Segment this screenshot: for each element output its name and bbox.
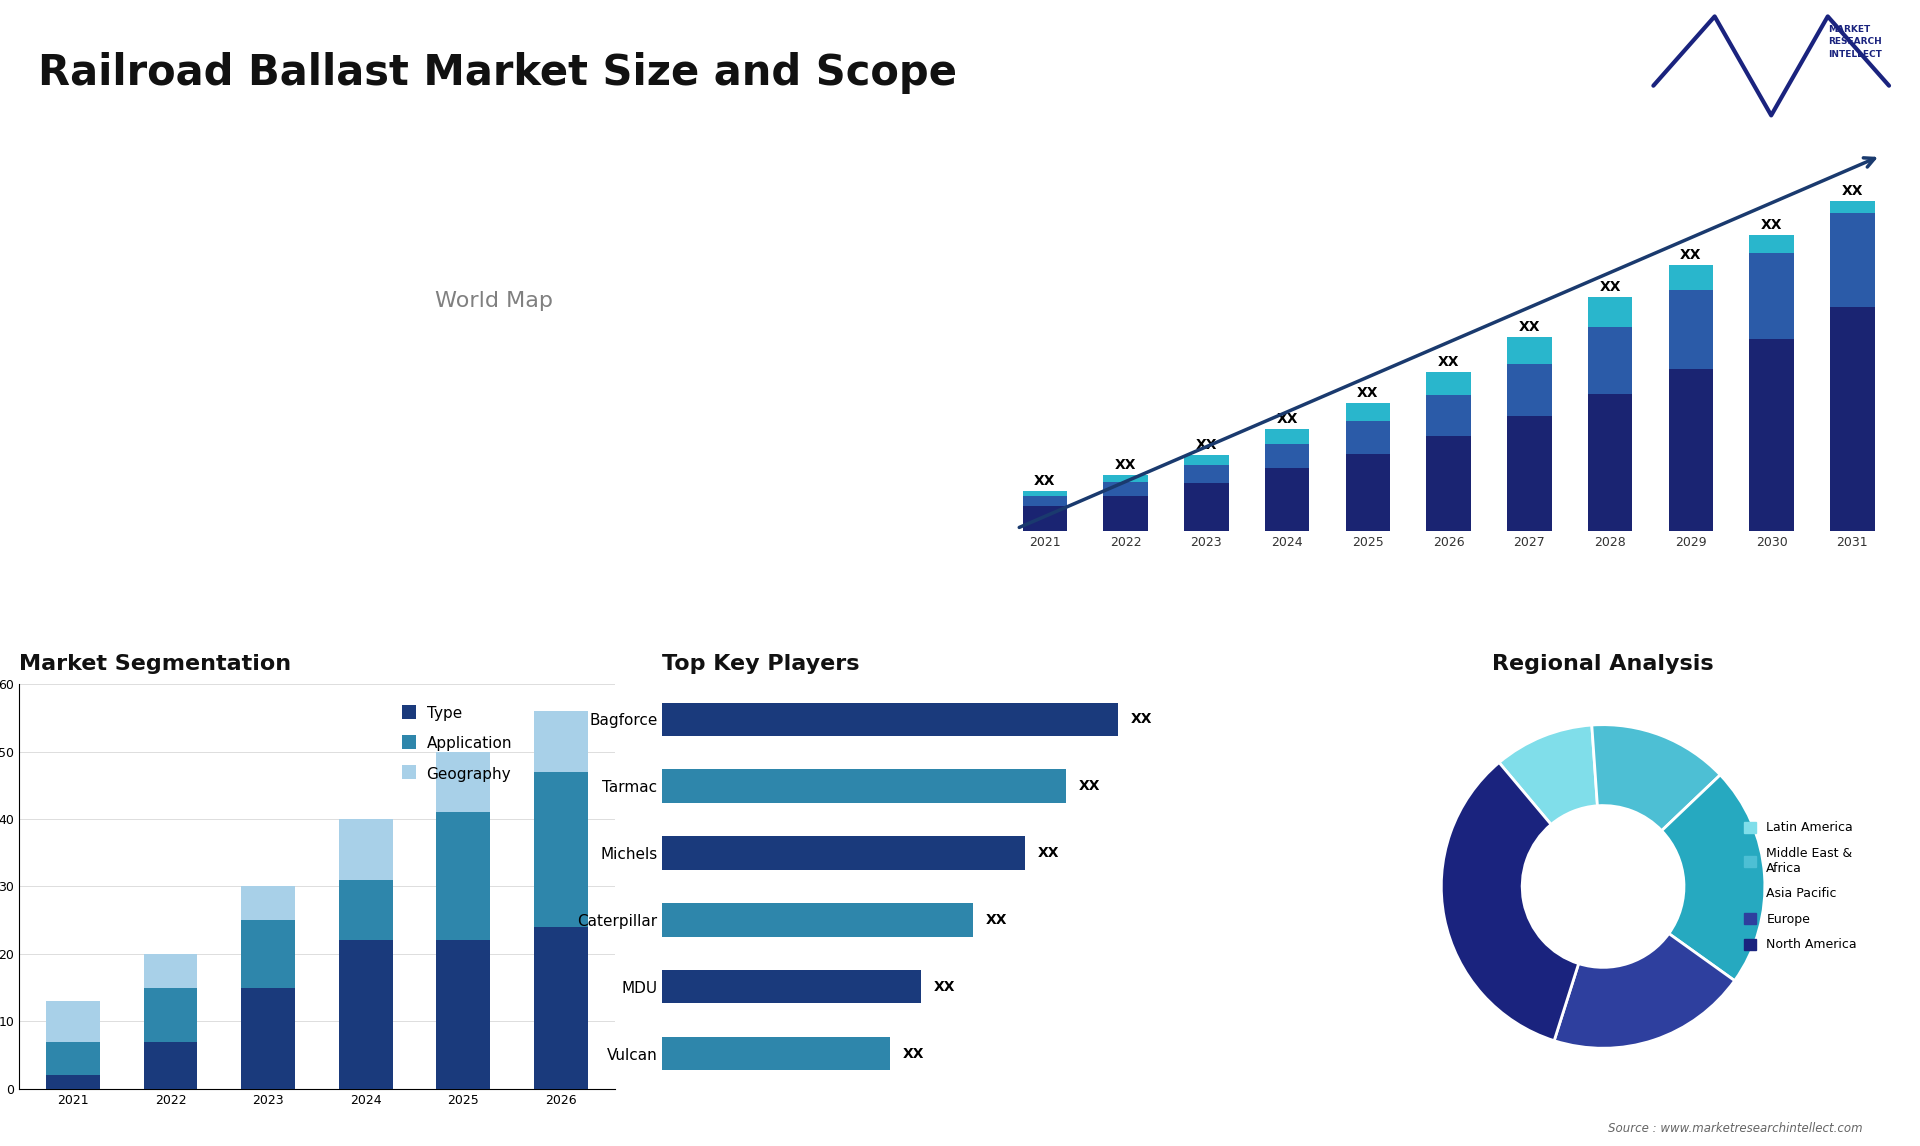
Legend: Type, Application, Geography: Type, Application, Geography (396, 700, 518, 787)
Bar (534, 712, 588, 772)
Bar (1830, 201, 1874, 213)
Text: XX: XX (1841, 183, 1862, 197)
Bar (144, 988, 198, 1042)
Bar (1023, 496, 1068, 505)
Bar (1749, 339, 1793, 531)
Bar (1427, 437, 1471, 531)
Bar (662, 837, 1025, 870)
Bar (1023, 505, 1068, 531)
Bar (1749, 235, 1793, 252)
Bar (144, 1042, 198, 1089)
Bar (1185, 484, 1229, 531)
Bar (1668, 290, 1713, 369)
Text: XX: XX (1277, 411, 1298, 426)
Bar (46, 1042, 100, 1075)
Bar (1749, 252, 1793, 339)
Bar (1265, 469, 1309, 531)
Bar (1346, 454, 1390, 531)
Text: XX: XX (1761, 218, 1782, 233)
Bar (1668, 265, 1713, 290)
Bar (534, 772, 588, 927)
Bar (662, 1037, 891, 1070)
Bar (338, 880, 392, 941)
Bar (1830, 307, 1874, 531)
Text: XX: XX (902, 1046, 925, 1060)
Bar (662, 970, 922, 1004)
Bar (1507, 364, 1551, 416)
Bar (46, 1002, 100, 1042)
Wedge shape (1661, 775, 1764, 981)
Bar (1185, 465, 1229, 484)
Bar (534, 927, 588, 1089)
Bar (1668, 369, 1713, 531)
Bar (1588, 297, 1632, 327)
Bar (242, 920, 296, 988)
Wedge shape (1592, 724, 1720, 831)
Wedge shape (1442, 762, 1578, 1041)
Bar (46, 1075, 100, 1089)
Text: XX: XX (1116, 457, 1137, 472)
Text: XX: XX (1357, 386, 1379, 400)
Text: Railroad Ballast Market Size and Scope: Railroad Ballast Market Size and Scope (38, 52, 958, 94)
Bar (436, 941, 490, 1089)
Bar (1588, 327, 1632, 394)
Bar (1104, 496, 1148, 531)
Legend: Latin America, Middle East &
Africa, Asia Pacific, Europe, North America: Latin America, Middle East & Africa, Asi… (1740, 816, 1862, 957)
Text: Top Key Players: Top Key Players (662, 654, 860, 674)
Bar (1265, 444, 1309, 469)
Text: MARKET
RESEARCH
INTELLECT: MARKET RESEARCH INTELLECT (1828, 25, 1882, 58)
Text: World Map: World Map (436, 291, 553, 312)
Bar (338, 941, 392, 1089)
Wedge shape (1553, 934, 1734, 1049)
Bar (144, 953, 198, 988)
Text: XX: XX (1599, 281, 1620, 295)
Bar (662, 702, 1117, 736)
Bar (662, 769, 1066, 803)
Bar (1104, 474, 1148, 482)
Bar (1588, 394, 1632, 531)
Bar (1104, 482, 1148, 496)
Bar (1346, 422, 1390, 454)
Text: XX: XX (985, 913, 1008, 927)
Text: XX: XX (1438, 355, 1459, 369)
Text: Market Segmentation: Market Segmentation (19, 654, 292, 674)
Title: Regional Analysis: Regional Analysis (1492, 654, 1715, 674)
Bar (1507, 416, 1551, 531)
Bar (242, 988, 296, 1089)
Text: Source : www.marketresearchintellect.com: Source : www.marketresearchintellect.com (1607, 1122, 1862, 1135)
Bar (436, 752, 490, 813)
Bar (1507, 337, 1551, 364)
Text: XX: XX (1037, 846, 1060, 860)
Text: XX: XX (1079, 779, 1100, 793)
Text: XX: XX (1196, 438, 1217, 452)
Bar (1427, 371, 1471, 395)
Bar (1830, 213, 1874, 307)
Bar (338, 819, 392, 880)
Bar (436, 813, 490, 941)
Bar (662, 903, 973, 936)
Bar (242, 887, 296, 920)
Bar (1023, 490, 1068, 496)
Bar (1427, 395, 1471, 437)
Wedge shape (1500, 725, 1597, 824)
Text: XX: XX (1519, 320, 1540, 333)
Text: XX: XX (1680, 248, 1701, 262)
Text: XX: XX (1035, 473, 1056, 488)
Bar (1265, 429, 1309, 444)
Bar (1185, 455, 1229, 465)
Text: XX: XX (935, 980, 956, 994)
Bar (1346, 402, 1390, 422)
Text: XX: XX (1131, 713, 1152, 727)
